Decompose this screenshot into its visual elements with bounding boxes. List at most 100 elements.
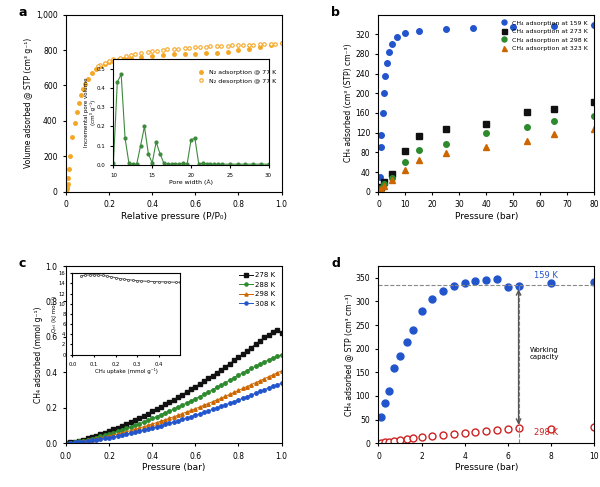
N₂ adsorption @ 77 K: [84, 76, 91, 82]
CH₄ adsorption at 323 K: [590, 126, 598, 131]
Line: CH₄ adsorption at 298 K: CH₄ adsorption at 298 K: [376, 113, 597, 194]
N₂ desorption @ 77 K: [229, 42, 236, 48]
CH₄ adsorption at 323 K: [376, 188, 383, 194]
CH₄ adsorption at 159 K: [376, 174, 383, 180]
308 K: [218, 403, 225, 409]
N₂ desorption @ 77 K: [164, 47, 171, 53]
N₂ adsorption @ 77 K: [92, 66, 100, 72]
288 K: [131, 422, 139, 428]
N₂ adsorption @ 77 K: [97, 63, 104, 69]
CH₄ adsorption at 323 K: [375, 188, 382, 194]
N₂ desorption @ 77 K: [160, 47, 167, 53]
CH₄ adsorption at 273 K: [550, 106, 557, 112]
N₂ adsorption @ 77 K: [88, 70, 95, 76]
N₂ adsorption @ 77 K: [110, 58, 117, 64]
N₂ adsorption @ 77 K: [80, 86, 87, 92]
N₂ adsorption @ 77 K: [149, 53, 156, 58]
CH₄ adsorption at 159 K: [394, 34, 401, 39]
CH₄ adsorption at 298 K: [402, 159, 409, 165]
N₂ desorption @ 77 K: [138, 50, 145, 56]
278 K: [218, 367, 225, 373]
N₂ adsorption @ 77 K: [67, 153, 74, 159]
N₂ desorption @ 77 K: [245, 42, 253, 48]
N₂ adsorption @ 77 K: [170, 52, 178, 57]
N₂ desorption @ 77 K: [196, 44, 203, 50]
278 K: [274, 327, 281, 333]
CH₄ adsorption at 323 K: [380, 183, 388, 189]
CH₄ adsorption at 273 K: [482, 121, 490, 127]
Legend: CH₄ adsorption at 159 K, CH₄ adsorption at 273 K, CH₄ adsorption at 298 K, CH₄ a: CH₄ adsorption at 159 K, CH₄ adsorption …: [496, 18, 591, 54]
CH₄ adsorption at 273 K: [380, 179, 388, 185]
N₂ desorption @ 77 K: [250, 42, 257, 48]
CH₄ adsorption at 323 K: [523, 138, 530, 144]
N₂ adsorption @ 77 K: [64, 181, 71, 187]
CH₄ adsorption at 298 K: [415, 147, 422, 153]
CH₄ adsorption at 298 K: [550, 118, 557, 124]
Text: 298 K: 298 K: [533, 428, 557, 437]
CH₄ adsorption at 273 K: [388, 171, 395, 177]
N₂ adsorption @ 77 K: [63, 186, 70, 192]
CH₄ adsorption at 159 K: [402, 30, 409, 36]
N₂ desorption @ 77 K: [181, 45, 188, 51]
298 K: [110, 432, 117, 438]
N₂ adsorption @ 77 K: [181, 51, 188, 57]
N₂ adsorption @ 77 K: [123, 56, 130, 61]
Text: b: b: [331, 6, 340, 19]
N₂ desorption @ 77 K: [149, 48, 156, 54]
N₂ desorption @ 77 K: [153, 48, 160, 54]
CH₄ adsorption at 323 K: [388, 177, 395, 183]
N₂ desorption @ 77 K: [207, 43, 214, 49]
CH₄ adsorption at 159 K: [375, 188, 382, 194]
298 K: [218, 395, 225, 401]
N₂ desorption @ 77 K: [101, 60, 109, 66]
N₂ desorption @ 77 K: [256, 41, 263, 47]
X-axis label: Pressure (bar): Pressure (bar): [455, 463, 518, 472]
Line: 278 K: 278 K: [64, 328, 283, 445]
X-axis label: Pressure (bar): Pressure (bar): [455, 212, 518, 221]
Legend: N₂ adsorption @ 77 K, N₂ desorption @ 77 K: N₂ adsorption @ 77 K, N₂ desorption @ 77…: [192, 67, 278, 86]
308 K: [274, 382, 281, 388]
N₂ desorption @ 77 K: [95, 63, 102, 69]
N₂ desorption @ 77 K: [218, 43, 225, 49]
N₂ desorption @ 77 K: [213, 43, 220, 49]
288 K: [127, 424, 134, 430]
308 K: [110, 434, 117, 440]
288 K: [274, 354, 281, 359]
CH₄ adsorption at 323 K: [402, 167, 409, 172]
CH₄ adsorption at 159 K: [415, 28, 422, 34]
288 K: [62, 440, 70, 446]
N₂ desorption @ 77 K: [271, 41, 278, 47]
298 K: [131, 427, 139, 432]
CH₄ adsorption at 159 K: [377, 132, 385, 138]
Text: a: a: [19, 6, 27, 19]
CH₄ adsorption at 273 K: [590, 99, 598, 105]
N₂ adsorption @ 77 K: [118, 56, 125, 62]
X-axis label: Relative pressure (P/P₀): Relative pressure (P/P₀): [121, 212, 227, 221]
N₂ adsorption @ 77 K: [65, 175, 72, 181]
278 K: [205, 375, 212, 381]
N₂ adsorption @ 77 K: [76, 100, 83, 106]
CH₄ adsorption at 298 K: [523, 124, 530, 130]
278 K: [278, 331, 285, 337]
CH₄ adsorption at 298 K: [376, 187, 383, 193]
CH₄ adsorption at 298 K: [388, 175, 395, 181]
278 K: [127, 419, 134, 425]
CH₄ adsorption at 159 K: [388, 41, 395, 47]
Line: N₂ desorption @ 77 K: N₂ desorption @ 77 K: [97, 41, 283, 68]
N₂ adsorption @ 77 K: [213, 50, 220, 56]
CH₄ adsorption at 323 K: [415, 157, 422, 163]
308 K: [62, 440, 70, 446]
CH₄ adsorption at 273 K: [523, 109, 530, 114]
CH₄ adsorption at 298 K: [482, 130, 490, 135]
N₂ desorption @ 77 K: [202, 44, 209, 50]
N₂ adsorption @ 77 K: [77, 92, 85, 98]
N₂ desorption @ 77 K: [144, 49, 151, 55]
N₂ adsorption @ 77 K: [267, 42, 274, 48]
CH₄ adsorption at 159 K: [550, 23, 557, 29]
Y-axis label: CH₄ adsorbed @ STP (cm³ cm⁻³): CH₄ adsorbed @ STP (cm³ cm⁻³): [344, 293, 353, 416]
298 K: [62, 440, 70, 446]
308 K: [205, 408, 212, 414]
CH₄ adsorption at 159 K: [377, 145, 384, 150]
N₂ adsorption @ 77 K: [65, 166, 73, 171]
Line: CH₄ adsorption at 273 K: CH₄ adsorption at 273 K: [376, 99, 597, 194]
